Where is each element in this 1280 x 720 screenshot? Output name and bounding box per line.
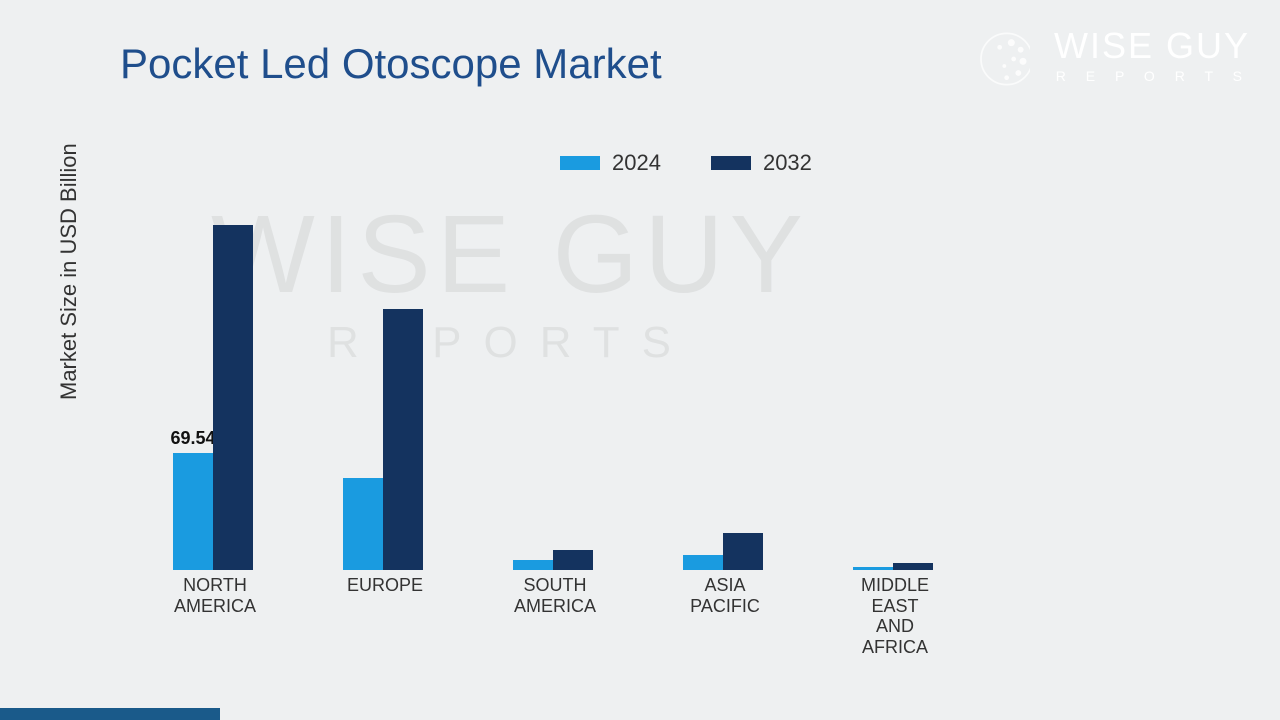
bar-group: 69.54NORTHAMERICA (155, 200, 275, 570)
bar (683, 555, 723, 570)
category-label: MIDDLEEASTANDAFRICA (815, 575, 975, 658)
bar-pair (325, 200, 445, 570)
bar (343, 478, 383, 571)
bar-chart: Market Size in USD Billion 2024 2032 69.… (60, 150, 960, 650)
bar-group: SOUTHAMERICA (495, 200, 615, 570)
bar (213, 225, 253, 570)
bar (513, 560, 553, 570)
logo-sub: R E P O R T S (1054, 68, 1250, 84)
bottom-accent-bar (0, 708, 220, 720)
bar (723, 533, 763, 570)
legend-swatch-2032 (711, 156, 751, 170)
category-label: SOUTHAMERICA (475, 575, 635, 616)
legend-swatch-2024 (560, 156, 600, 170)
bar (853, 567, 893, 570)
bar-pair (665, 200, 785, 570)
category-label: EUROPE (305, 575, 465, 596)
category-label: NORTHAMERICA (135, 575, 295, 616)
bar-pair (495, 200, 615, 570)
chart-title: Pocket Led Otoscope Market (120, 40, 662, 88)
bar (893, 563, 933, 570)
logo-main: WISE GUY (1054, 28, 1250, 64)
bar-pair: 69.54 (155, 200, 275, 570)
brand-logo: WISE GUY R E P O R T S (1054, 28, 1250, 84)
category-label: ASIAPACIFIC (645, 575, 805, 616)
legend-label-2032: 2032 (763, 150, 812, 176)
legend-item-2032: 2032 (711, 150, 812, 176)
value-label: 69.54 (170, 428, 215, 449)
bar (173, 453, 213, 570)
bar-group: ASIAPACIFIC (665, 200, 785, 570)
legend-label-2024: 2024 (612, 150, 661, 176)
legend: 2024 2032 (560, 150, 812, 176)
bar (553, 550, 593, 570)
bar-pair (835, 200, 955, 570)
y-axis-label: Market Size in USD Billion (56, 143, 82, 400)
bar (383, 309, 423, 570)
bar-group: MIDDLEEASTANDAFRICA (835, 200, 955, 570)
plot-area: 69.54NORTHAMERICA EUROPE SOUTHAMERICA ASIAP… (145, 200, 960, 570)
logo-head-icon (960, 24, 1030, 94)
legend-item-2024: 2024 (560, 150, 661, 176)
bar-group: EUROPE (325, 200, 445, 570)
stage: WISE GUY R E P O R T S WISE GUY REPORTS … (0, 0, 1280, 720)
